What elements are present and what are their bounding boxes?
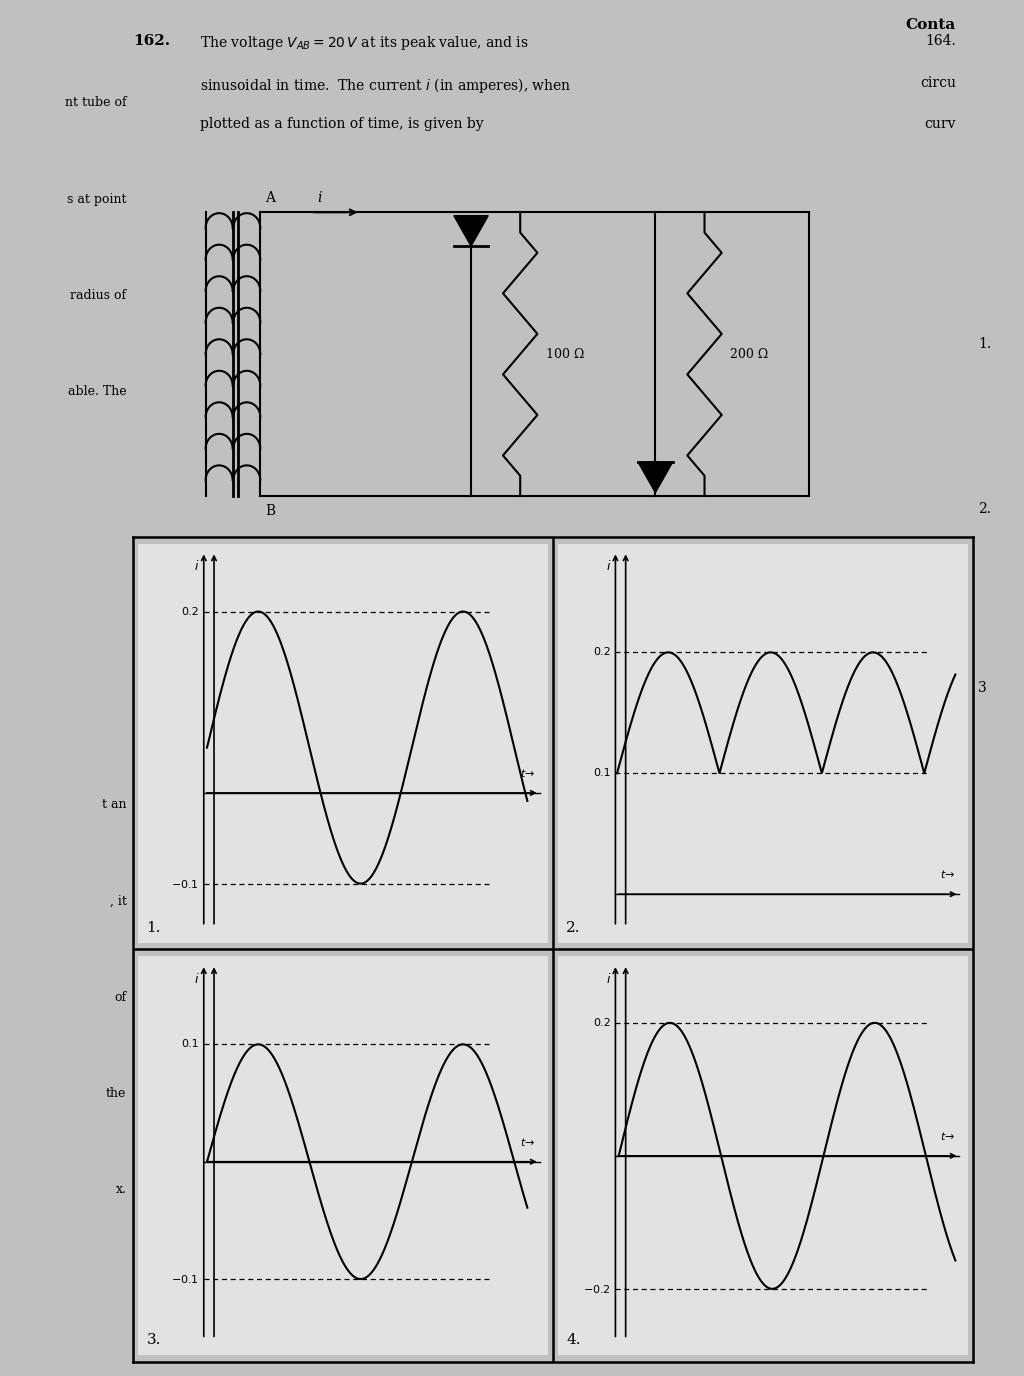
Text: $-0.1$: $-0.1$	[171, 878, 199, 890]
Text: A: A	[265, 191, 275, 205]
Text: sinusoidal in time.  The current $i$ (in amperes), when: sinusoidal in time. The current $i$ (in …	[201, 76, 571, 95]
Text: 200 Ω: 200 Ω	[730, 348, 769, 361]
Polygon shape	[454, 216, 488, 246]
Text: $-0.1$: $-0.1$	[171, 1273, 199, 1285]
Text: circu: circu	[920, 76, 956, 89]
Text: 3: 3	[978, 681, 987, 695]
Text: $-0.2$: $-0.2$	[584, 1282, 610, 1295]
Text: $t\!\rightarrow$: $t\!\rightarrow$	[940, 868, 955, 881]
Text: able. The: able. The	[68, 385, 127, 398]
Text: 0.2: 0.2	[593, 647, 610, 658]
Polygon shape	[638, 462, 673, 493]
Text: 0.1: 0.1	[593, 768, 610, 779]
Text: $i$: $i$	[195, 560, 200, 574]
Text: , it: , it	[110, 894, 127, 907]
Text: 100 Ω: 100 Ω	[546, 348, 585, 361]
Text: $t\!\rightarrow$: $t\!\rightarrow$	[520, 766, 536, 779]
Text: 2.: 2.	[566, 921, 581, 934]
Text: $t\!\rightarrow$: $t\!\rightarrow$	[520, 1135, 536, 1148]
Text: t an: t an	[102, 798, 127, 810]
Text: 164.: 164.	[926, 34, 956, 48]
Text: s at point: s at point	[67, 193, 127, 205]
Text: 4.: 4.	[566, 1333, 581, 1347]
Text: radius of: radius of	[71, 289, 127, 301]
Text: the: the	[106, 1087, 127, 1099]
Text: nt tube of: nt tube of	[65, 96, 127, 109]
Text: 2.: 2.	[978, 502, 991, 516]
Text: 1.: 1.	[978, 337, 991, 351]
Text: x.: x.	[116, 1183, 127, 1196]
Text: 0.2: 0.2	[181, 607, 199, 616]
Text: 3.: 3.	[146, 1333, 161, 1347]
Text: The voltage $V_{AB}=20\,V$ at its peak value, and is: The voltage $V_{AB}=20\,V$ at its peak v…	[201, 34, 529, 52]
Text: 1.: 1.	[146, 921, 161, 934]
Text: of: of	[115, 991, 127, 1003]
Text: curv: curv	[925, 117, 956, 131]
Text: $i$: $i$	[606, 560, 611, 574]
Text: $t\!\rightarrow$: $t\!\rightarrow$	[940, 1130, 955, 1142]
Text: $i$: $i$	[195, 973, 200, 987]
Text: 0.1: 0.1	[181, 1039, 199, 1050]
Text: plotted as a function of time, is given by: plotted as a function of time, is given …	[201, 117, 484, 131]
Text: 162.: 162.	[133, 34, 170, 48]
Text: 0.2: 0.2	[593, 1018, 610, 1028]
Text: Conta: Conta	[906, 18, 956, 32]
Text: B: B	[265, 504, 275, 517]
Text: i: i	[317, 191, 322, 205]
Text: $i$: $i$	[606, 973, 611, 987]
